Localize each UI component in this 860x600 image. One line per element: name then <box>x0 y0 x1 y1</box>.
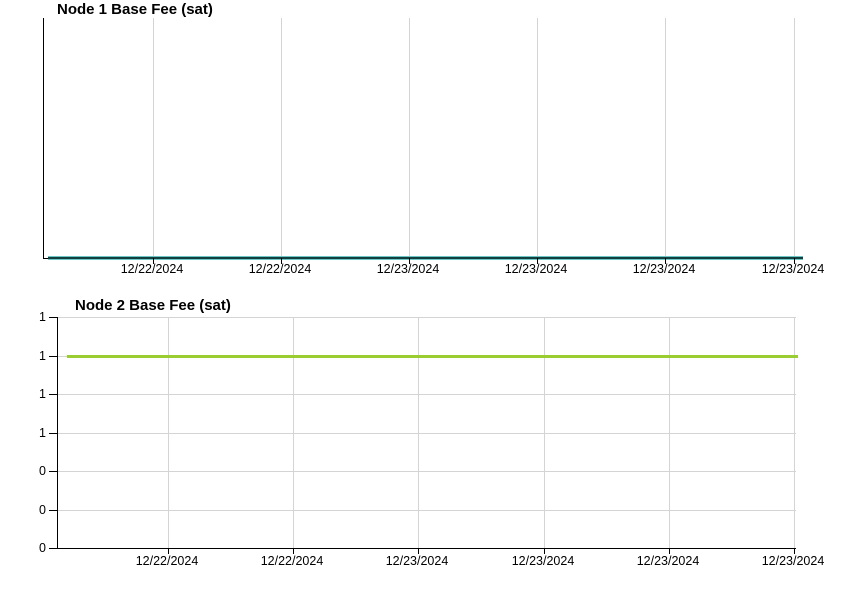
horizontal-gridline <box>58 433 796 434</box>
x-axis-tick <box>153 258 154 264</box>
x-axis-tick <box>281 258 282 264</box>
series-line-node2 <box>67 354 798 358</box>
vertical-gridline <box>669 317 670 548</box>
x-axis-label: 12/22/2024 <box>120 262 184 276</box>
y-axis-tick <box>49 356 57 357</box>
vertical-gridline <box>281 18 282 258</box>
x-axis-tick <box>544 548 545 554</box>
vertical-gridline <box>537 18 538 258</box>
x-axis-tick <box>669 548 670 554</box>
x-axis-label: 12/23/2024 <box>376 262 440 276</box>
x-axis-label: 12/23/2024 <box>511 554 575 568</box>
x-axis-label: 12/22/2024 <box>135 554 199 568</box>
x-axis-label: 12/23/2024 <box>761 262 825 276</box>
horizontal-gridline <box>58 317 796 318</box>
y-axis-label: 1 <box>39 426 46 440</box>
y-axis-label: 0 <box>39 464 46 478</box>
x-axis-label: 12/23/2024 <box>385 554 449 568</box>
x-axis-label: 12/22/2024 <box>248 262 312 276</box>
vertical-gridline <box>794 317 795 548</box>
horizontal-gridline <box>58 471 796 472</box>
x-axis-tick <box>665 258 666 264</box>
y-axis-label: 0 <box>39 503 46 517</box>
chart1-title: Node 1 Base Fee (sat) <box>57 1 213 18</box>
vertical-gridline <box>665 18 666 258</box>
x-axis-tick <box>168 548 169 554</box>
x-axis-label: 12/23/2024 <box>632 262 696 276</box>
x-axis-tick <box>293 548 294 554</box>
x-axis-tick <box>794 548 795 554</box>
y-axis-tick <box>49 394 57 395</box>
vertical-gridline <box>794 18 795 258</box>
x-axis-tick <box>794 258 795 264</box>
x-axis-label: 12/23/2024 <box>504 262 568 276</box>
x-axis-tick <box>418 548 419 554</box>
chart2-title: Node 2 Base Fee (sat) <box>75 297 231 314</box>
vertical-gridline <box>418 317 419 548</box>
y-axis-tick <box>49 471 57 472</box>
x-axis-label: 12/23/2024 <box>761 554 825 568</box>
vertical-gridline <box>153 18 154 258</box>
y-axis-label: 1 <box>39 349 46 363</box>
y-axis-label: 1 <box>39 310 46 324</box>
series-line-node1 <box>48 256 803 260</box>
x-axis-tick <box>537 258 538 264</box>
vertical-gridline <box>168 317 169 548</box>
chart2-plot-area <box>49 317 798 554</box>
horizontal-gridline <box>58 394 796 395</box>
horizontal-gridline <box>58 510 796 511</box>
y-axis-tick <box>49 433 57 434</box>
vertical-gridline <box>409 18 410 258</box>
chart1-plot-area <box>43 18 803 264</box>
y-axis-tick <box>49 548 57 549</box>
y-axis-label: 1 <box>39 387 46 401</box>
x-axis-label: 12/22/2024 <box>260 554 324 568</box>
y-axis-label: 0 <box>39 541 46 555</box>
vertical-gridline <box>293 317 294 548</box>
y-axis-tick <box>49 317 57 318</box>
x-axis-label: 12/23/2024 <box>636 554 700 568</box>
vertical-gridline <box>544 317 545 548</box>
x-axis-tick <box>409 258 410 264</box>
y-axis-tick <box>49 510 57 511</box>
